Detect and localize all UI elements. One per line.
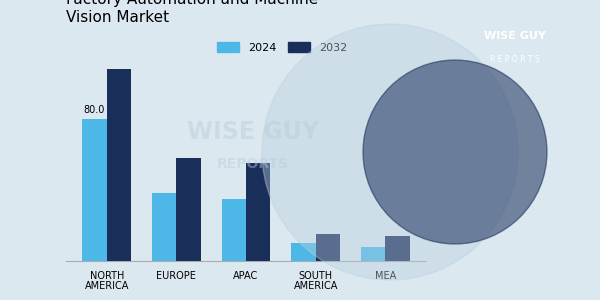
Bar — [152, 194, 176, 261]
Text: REPORTS: REPORTS — [217, 157, 289, 171]
Bar — [361, 247, 385, 261]
Circle shape — [262, 24, 518, 280]
Bar — [316, 234, 340, 261]
Text: Factory Automation and Machine
Vision Market: Factory Automation and Machine Vision Ma… — [66, 0, 318, 25]
Bar — [291, 243, 316, 261]
Bar — [385, 236, 410, 261]
Bar — [176, 158, 201, 261]
Legend: 2024, 2032: 2024, 2032 — [212, 38, 352, 57]
Text: WISE GUY: WISE GUY — [187, 120, 319, 144]
Text: R E P O R T S: R E P O R T S — [490, 56, 539, 64]
Circle shape — [363, 60, 547, 244]
Bar — [246, 163, 271, 261]
Bar — [221, 199, 246, 261]
Text: 80.0: 80.0 — [84, 105, 105, 115]
Bar — [107, 69, 131, 261]
Text: WISE GUY: WISE GUY — [484, 31, 545, 41]
Bar — [82, 119, 107, 261]
